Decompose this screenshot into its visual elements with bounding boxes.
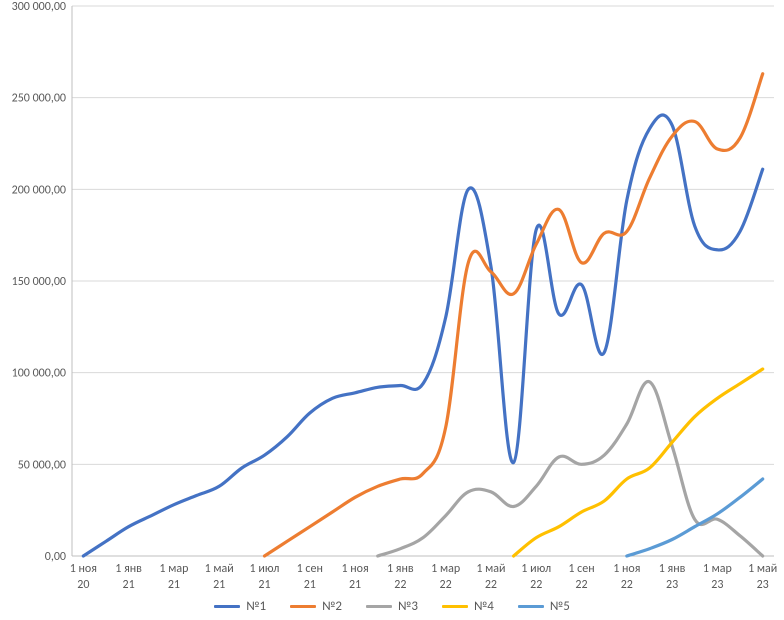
x-tick-label-line2: 22 <box>440 578 452 592</box>
x-tick-label-line2: 21 <box>123 578 135 592</box>
x-tick-label-line2: 21 <box>304 578 316 592</box>
x-tick-label-line2: 22 <box>575 578 587 592</box>
x-tick-label-line1: 1 сен <box>568 562 594 576</box>
x-tick-label-line1: 1 мар <box>159 562 188 576</box>
x-tick-label-line1: 1 ноя <box>70 562 97 576</box>
legend-item-5: №5 <box>518 599 570 614</box>
chart-svg: 0,00 50 000,00 100 000,00 150 000,00 200 000… <box>0 0 784 620</box>
legend-label: №5 <box>550 599 570 614</box>
legend-item-1: №1 <box>214 599 266 614</box>
legend: №1 №2 №3 №4 №5 <box>0 599 784 614</box>
series-line-2 <box>264 74 762 556</box>
legend-item-2: №2 <box>290 599 342 614</box>
x-tick-label-line1: 1 июл <box>521 562 551 576</box>
x-tick-label-line2: 21 <box>258 578 270 592</box>
legend-label: №2 <box>322 599 342 614</box>
x-tick-label-line2: 21 <box>349 578 361 592</box>
x-tick-label-line2: 22 <box>394 578 406 592</box>
line-chart: 0,00 50 000,00 100 000,00 150 000,00 200 000… <box>0 0 784 620</box>
x-tick-label-line1: 1 ноя <box>613 562 640 576</box>
y-tick-label: 50 000,00 <box>18 458 66 472</box>
legend-swatch <box>518 605 544 609</box>
x-tick-label-line2: 22 <box>530 578 542 592</box>
legend-label: №1 <box>246 599 266 614</box>
x-tick-label-line1: 1 сен <box>297 562 323 576</box>
legend-swatch <box>442 605 468 609</box>
x-tick-label-line1: 1 янв <box>387 562 414 576</box>
x-tick-label-line1: 1 ноя <box>341 562 368 576</box>
legend-label: №3 <box>398 599 418 614</box>
legend-swatch <box>290 605 316 609</box>
y-tick-label: 200 000,00 <box>12 183 66 197</box>
x-tick-label-line2: 23 <box>666 578 678 592</box>
legend-swatch <box>214 605 240 609</box>
legend-item-3: №3 <box>366 599 418 614</box>
y-tick-label: 300 000,00 <box>12 0 66 14</box>
y-tick-label: 250 000,00 <box>12 92 66 106</box>
x-tick-label-line2: 23 <box>757 578 769 592</box>
x-tick-label-line1: 1 мар <box>431 562 460 576</box>
x-tick-label-line2: 20 <box>77 578 89 592</box>
x-tick-label-line1: 1 июл <box>250 562 280 576</box>
x-tick-label-line1: 1 янв <box>659 562 686 576</box>
x-tick-label-line1: 1 май <box>476 562 505 576</box>
x-tick-label-line2: 22 <box>485 578 497 592</box>
y-tick-label: 150 000,00 <box>12 275 66 289</box>
legend-swatch <box>366 605 392 609</box>
x-tick-label-line1: 1 май <box>205 562 234 576</box>
x-tick-label-line2: 21 <box>213 578 225 592</box>
legend-item-4: №4 <box>442 599 494 614</box>
y-tick-label: 100 000,00 <box>12 367 66 381</box>
x-tick-label-line2: 21 <box>168 578 180 592</box>
x-tick-label-line1: 1 май <box>748 562 777 576</box>
x-tick-label-line2: 23 <box>711 578 723 592</box>
x-tick-label-line2: 22 <box>621 578 633 592</box>
x-tick-label-line1: 1 мар <box>703 562 732 576</box>
y-tick-label: 0,00 <box>45 550 66 564</box>
series-line-1 <box>83 115 762 556</box>
legend-label: №4 <box>474 599 494 614</box>
x-tick-label-line1: 1 янв <box>115 562 142 576</box>
